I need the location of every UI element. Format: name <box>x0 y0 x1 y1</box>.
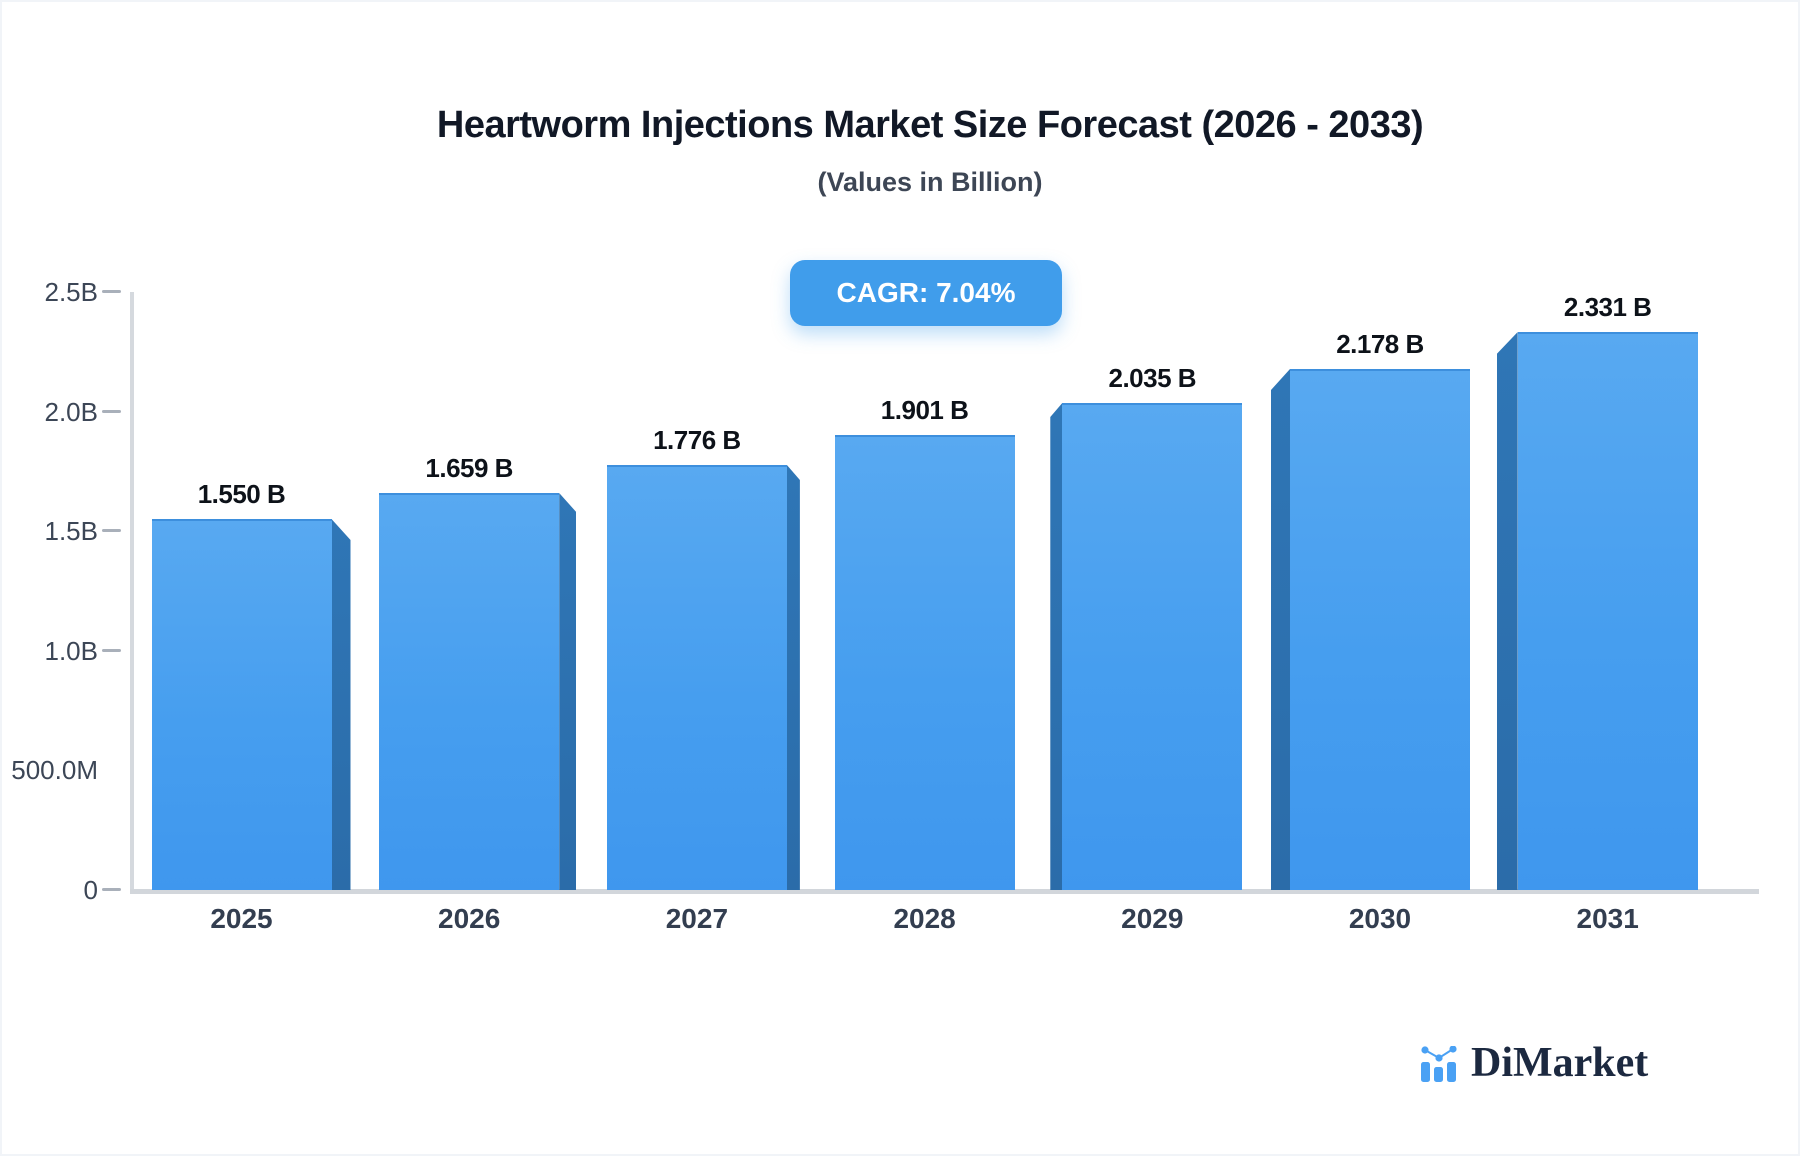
y-axis-tick-mark <box>102 409 121 413</box>
bar-3d-side <box>331 519 351 890</box>
bar-face <box>606 465 787 890</box>
bar-3d-side <box>786 465 800 890</box>
y-axis-tick-label: 2.0B <box>44 396 99 427</box>
bar-3d-side <box>1271 369 1290 890</box>
cagr-badge: CAGR: 7.04% <box>790 260 1062 326</box>
bar-face <box>1517 332 1698 890</box>
bar-face <box>834 435 1015 890</box>
bar-3d-side <box>1496 332 1518 890</box>
x-axis-category-label: 2030 <box>1348 903 1412 934</box>
chart-subtitle: (Values in Billion) <box>817 167 1043 197</box>
y-axis-tick-mark <box>102 648 121 652</box>
y-axis-tick-label: 0 <box>83 875 98 905</box>
y-axis-tick-label: 500.0M <box>11 755 98 786</box>
bar-3d-side <box>1050 403 1063 890</box>
bar-2030 <box>1271 369 1470 890</box>
x-axis-category-label: 2027 <box>665 903 729 934</box>
bar-2026 <box>379 493 577 890</box>
bar-face <box>1062 403 1243 890</box>
x-axis-category-label: 2029 <box>1121 903 1184 934</box>
bar-value-label: 1.659 B <box>425 453 513 483</box>
x-axis-category-label: 2028 <box>893 903 956 934</box>
x-axis-baseline <box>130 889 1759 894</box>
y-axis-tick-mark <box>102 888 121 891</box>
x-axis-category-label: 2025 <box>210 903 273 934</box>
bar-2031 <box>1496 332 1698 890</box>
bar-face <box>1290 369 1470 890</box>
y-axis-tick-mark <box>102 529 121 533</box>
y-axis-tick-mark <box>102 290 121 293</box>
bar-value-label: 1.901 B <box>880 395 969 425</box>
bar-2029 <box>1050 403 1243 890</box>
chart-header: Heartworm Injections Market Size Forecas… <box>2 2 1798 198</box>
brand-logo: DiMarket <box>1420 1042 1648 1084</box>
bar-value-label: 2.178 B <box>1336 329 1424 359</box>
bar-face <box>151 519 332 890</box>
bar-3d-side <box>559 493 577 890</box>
bar-value-label: 2.035 B <box>1108 363 1197 393</box>
y-axis-line <box>130 292 134 891</box>
y-axis-tick-label: 1.5B <box>44 516 99 547</box>
bar-2027 <box>606 465 800 890</box>
y-axis-tick-label: 1.0B <box>44 635 99 666</box>
bar-value-label: 2.331 B <box>1563 292 1652 322</box>
x-axis-category-label: 2026 <box>438 903 501 934</box>
bar-2028 <box>834 435 1015 890</box>
bar-value-label: 1.776 B <box>653 425 741 455</box>
x-axis-category-label: 2031 <box>1576 903 1639 934</box>
brand-name: DiMarket <box>1471 1040 1649 1086</box>
y-axis-tick-label: 2.5B <box>44 277 99 307</box>
bar-chart-logo-icon <box>1420 1045 1458 1084</box>
bar-2025 <box>151 519 351 890</box>
cagr-badge-label: CAGR: 7.04% <box>836 277 1016 308</box>
bar-value-label: 1.550 B <box>197 479 286 509</box>
bar-face <box>379 493 560 890</box>
chart-title: Heartworm Injections Market Size Forecas… <box>436 104 1424 146</box>
